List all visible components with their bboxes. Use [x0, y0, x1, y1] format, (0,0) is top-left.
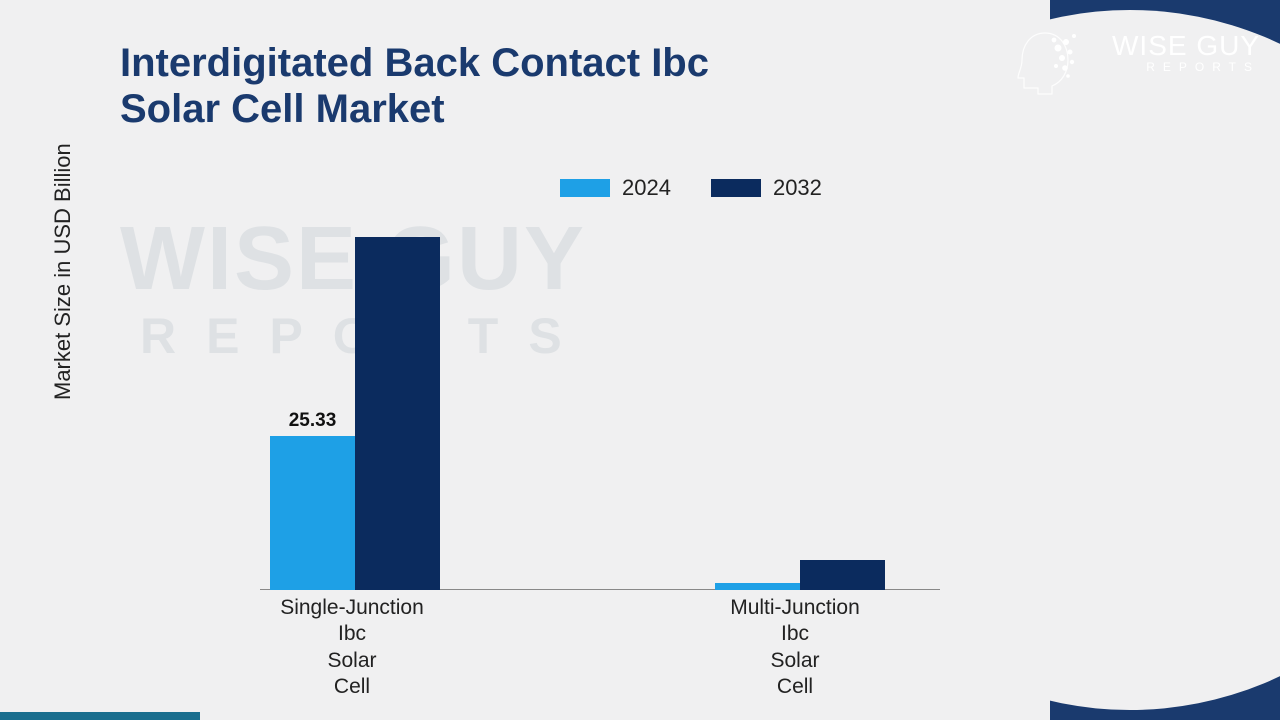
legend-swatch-2032 [711, 179, 761, 197]
chart-title: Interdigitated Back Contact Ibc Solar Ce… [120, 40, 820, 132]
chart-legend: 2024 2032 [560, 175, 822, 201]
bar-0-2032 [355, 237, 440, 590]
brand-logo-sub: REPORTS [1112, 60, 1260, 74]
y-axis-label: Market Size in USD Billion [50, 143, 76, 400]
bar-group-0: 25.33 [270, 237, 440, 590]
bar-1-2024 [715, 583, 800, 590]
brand-logo-main: WISE GUY [1112, 30, 1260, 62]
bar-1-2032 [800, 560, 885, 590]
legend-item-2024: 2024 [560, 175, 671, 201]
bar-0-2024 [270, 436, 355, 590]
legend-label-2032: 2032 [773, 175, 822, 201]
legend-label-2024: 2024 [622, 175, 671, 201]
x-category-label-1: Multi-JunctionIbcSolarCell [705, 595, 885, 700]
legend-swatch-2024 [560, 179, 610, 197]
bottom-accent-bar [0, 712, 200, 720]
bar-group-1 [715, 560, 885, 590]
bar-value-label-0-2024: 25.33 [270, 410, 355, 432]
legend-item-2032: 2032 [711, 175, 822, 201]
x-category-label-0: Single-JunctionIbcSolarCell [262, 595, 442, 700]
head-dots-icon [1010, 28, 1080, 98]
chart-plot-area: 25.33 [120, 220, 940, 590]
brand-logo: WISE GUY REPORTS [1112, 30, 1260, 74]
